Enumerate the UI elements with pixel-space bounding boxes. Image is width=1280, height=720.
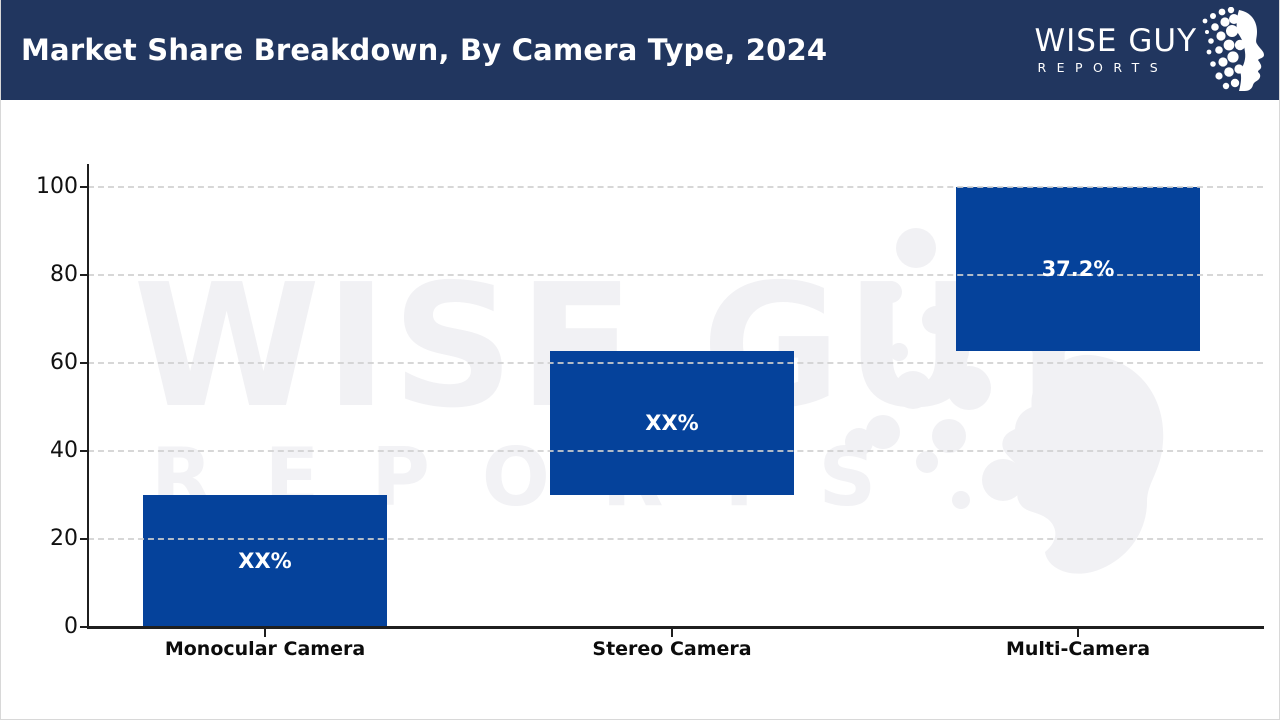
y-tick-60 [80,362,88,364]
y-tick-0 [80,626,88,628]
wise-guy-logo: WISE GUY REPORTS [1034,7,1265,92]
x-tick-label-stereo-camera: Stereo Camera [592,638,752,660]
page-title: Market Share Breakdown, By Camera Type, … [21,33,828,67]
x-tick-label-monocular-camera: Monocular Camera [164,638,366,660]
y-tick-label-0: 0 [64,614,78,639]
bar-value-label-stereo-camera: XX% [645,410,699,435]
x-tick-label-multi-camera: Multi-Camera [1005,638,1151,660]
y-tick-label-80: 80 [50,262,78,287]
logo-text: WISE GUY REPORTS [1034,25,1197,76]
logo-wordmark: WISE GUY [1034,22,1197,59]
y-tick-40 [80,450,88,452]
bar-stereo-camera [550,350,794,495]
bar-value-label-monocular-camera: XX% [238,549,292,573]
y-tick-label-100: 100 [36,174,78,199]
x-axis-line [87,626,1264,629]
bar-value-label-multi-camera: 37.2% [1041,256,1115,281]
x-tick-stereo-camera [671,629,673,637]
bar-monocular-camera [143,495,387,627]
y-tick-label-20: 20 [50,526,78,551]
x-tick-multi-camera [1077,629,1079,637]
y-tick-80 [80,274,88,276]
y-tick-label-60: 60 [50,350,78,375]
y-tick-100 [80,186,88,188]
logo-subtitle: REPORTS [1037,60,1169,76]
x-tick-monocular-camera [264,629,266,637]
y-tick-label-40: 40 [50,438,78,463]
y-axis-line [87,164,89,629]
logo-face-icon [1202,7,1264,92]
header-bar: Market Share Breakdown, By Camera Type, … [1,0,1279,100]
y-tick-20 [80,538,88,540]
